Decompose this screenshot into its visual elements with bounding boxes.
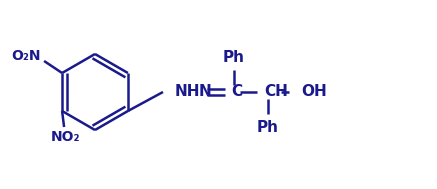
Text: Ph: Ph: [257, 119, 279, 135]
Text: N: N: [199, 84, 212, 99]
Text: C: C: [231, 84, 242, 99]
Text: NO₂: NO₂: [50, 130, 80, 144]
Text: O₂N: O₂N: [11, 49, 41, 63]
Text: NH: NH: [175, 84, 201, 99]
Text: OH: OH: [301, 84, 327, 99]
Text: CH: CH: [264, 84, 288, 99]
Text: Ph: Ph: [223, 50, 245, 64]
